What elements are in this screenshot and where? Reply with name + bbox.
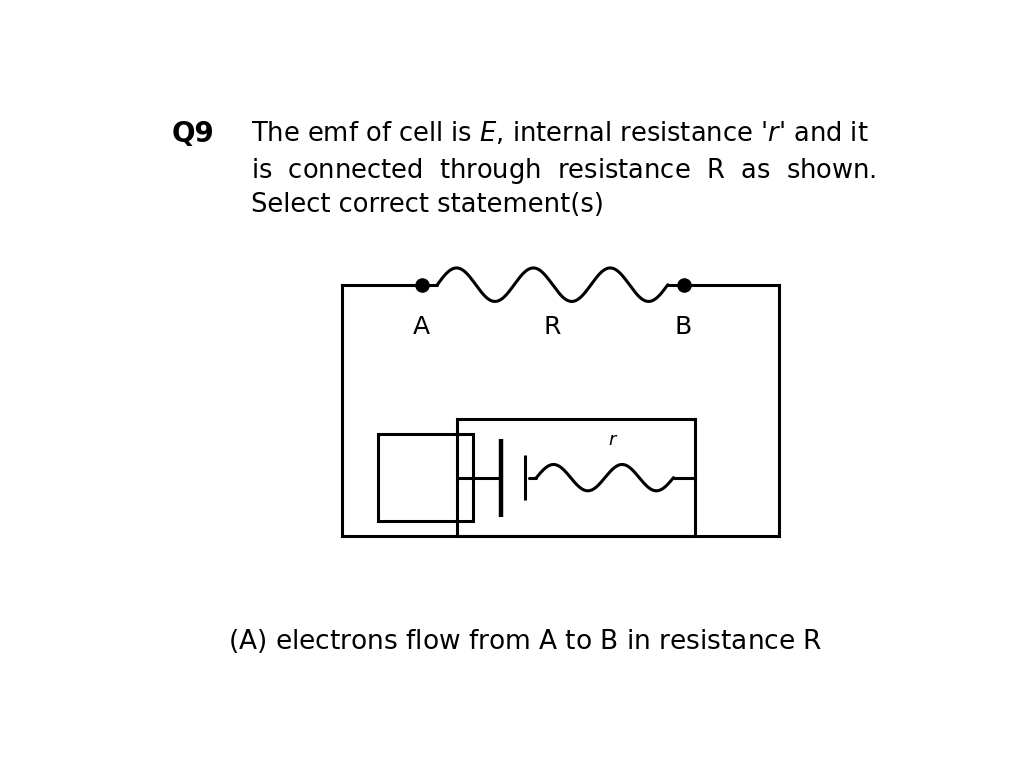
Text: Select correct statement(s): Select correct statement(s) — [251, 192, 604, 218]
Text: $r$: $r$ — [607, 431, 618, 449]
Text: B: B — [675, 315, 692, 339]
Text: The emf of cell is $E$, internal resistance '$r$' and it: The emf of cell is $E$, internal resista… — [251, 120, 868, 147]
Text: is  connected  through  resistance  $\mathrm{R}$  as  shown.: is connected through resistance $\mathrm… — [251, 156, 877, 186]
Text: R: R — [544, 315, 561, 339]
Point — [414, 278, 430, 291]
Bar — [458, 420, 695, 536]
Text: Q9: Q9 — [172, 120, 214, 148]
Text: (A) electrons flow from $\mathrm{A}$ to $\mathrm{B}$ in resistance $\mathrm{R}$: (A) electrons flow from $\mathrm{A}$ to … — [227, 627, 822, 655]
Bar — [378, 434, 473, 521]
Text: A: A — [413, 315, 430, 339]
Point — [676, 278, 692, 291]
